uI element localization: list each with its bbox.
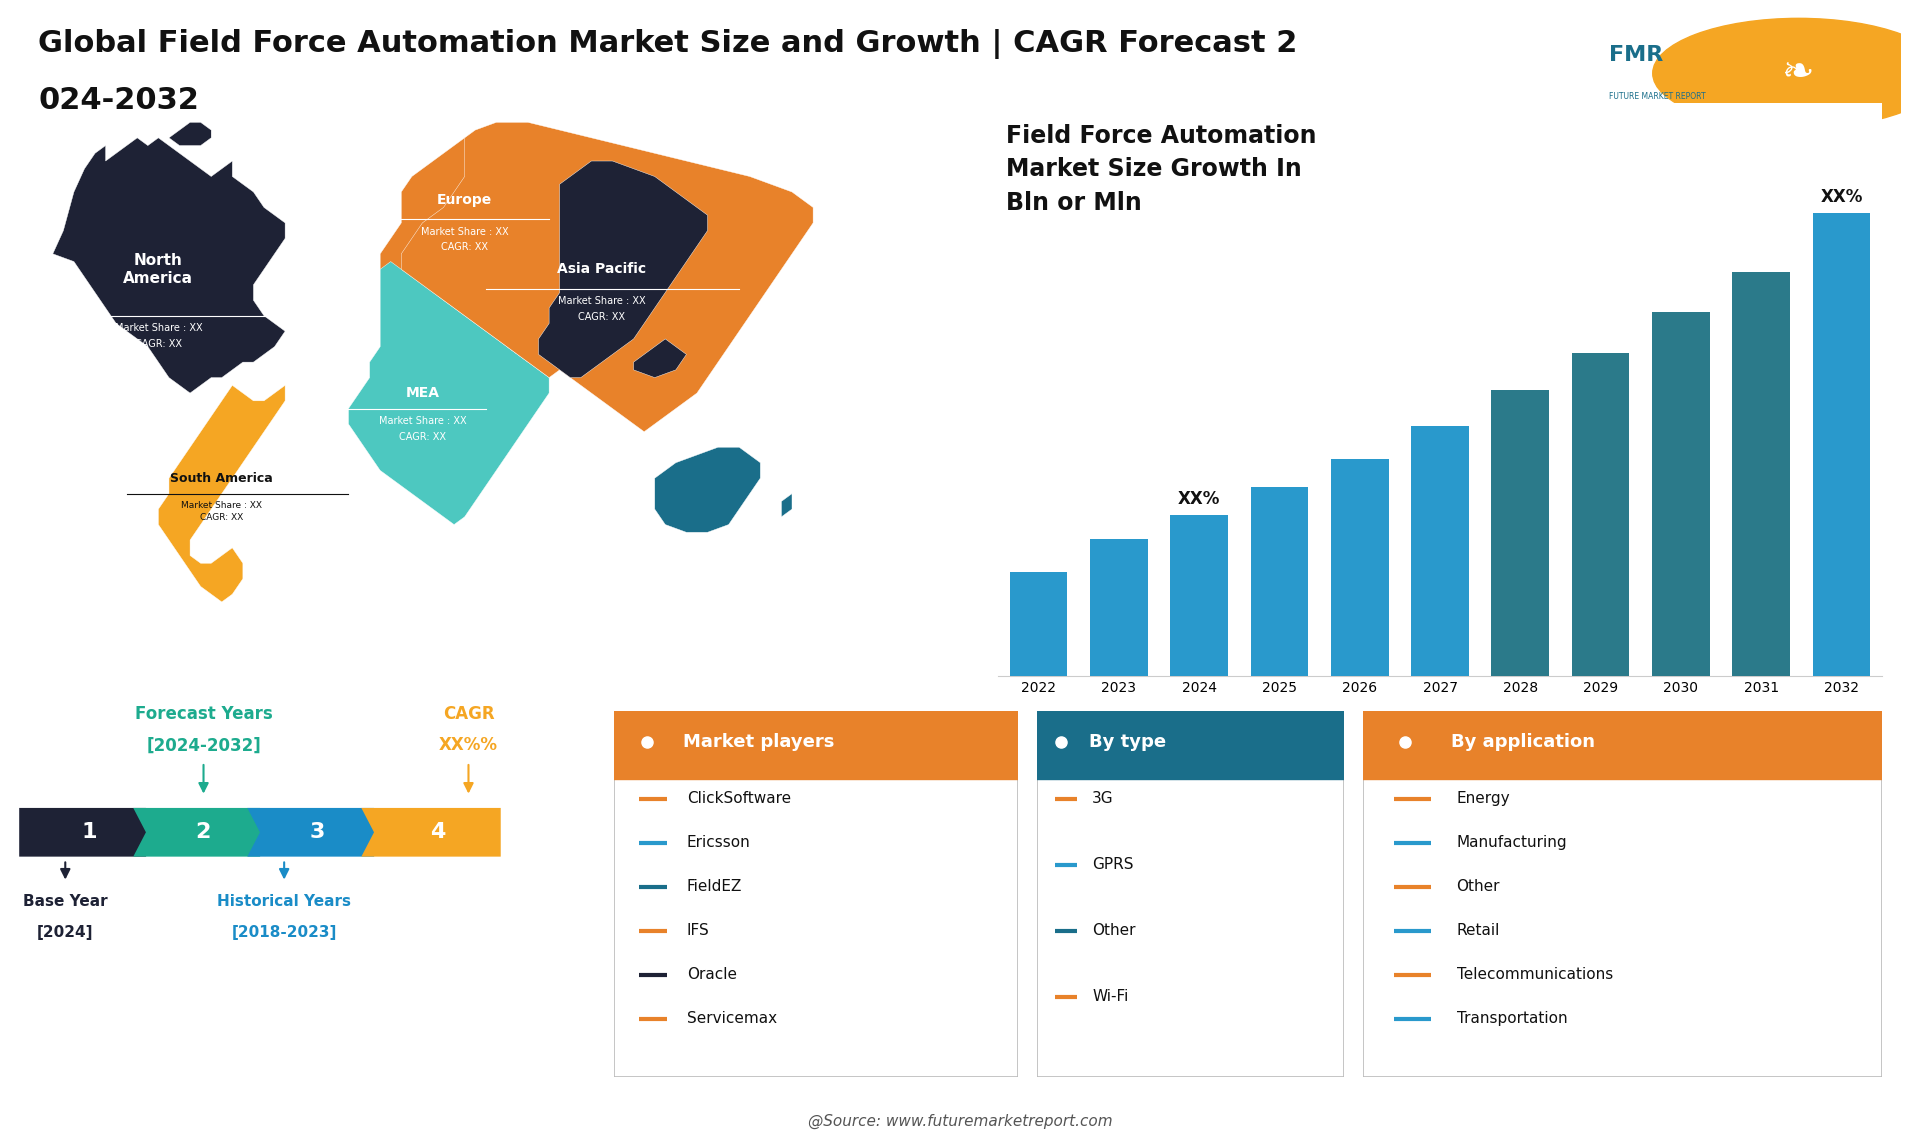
Text: Market Share : XX: Market Share : XX xyxy=(420,227,509,237)
Text: By application: By application xyxy=(1452,732,1596,751)
Text: Ericsson: Ericsson xyxy=(687,835,751,850)
Text: ClickSoftware: ClickSoftware xyxy=(687,791,791,806)
Text: Market Share : XX: Market Share : XX xyxy=(378,416,467,426)
Polygon shape xyxy=(634,339,687,378)
Text: Wi-Fi: Wi-Fi xyxy=(1092,989,1129,1004)
Polygon shape xyxy=(781,494,791,517)
Text: FieldEZ: FieldEZ xyxy=(687,879,743,894)
Polygon shape xyxy=(169,123,211,146)
Text: Market Share : XX: Market Share : XX xyxy=(115,323,202,333)
Bar xyxy=(1010,572,1068,676)
Polygon shape xyxy=(19,808,159,857)
Text: XX%%: XX%% xyxy=(440,737,497,754)
Polygon shape xyxy=(361,808,501,857)
Polygon shape xyxy=(538,160,707,378)
Text: @Source: www.futuremarketreport.com: @Source: www.futuremarketreport.com xyxy=(808,1114,1112,1129)
Text: FUTURE MARKET REPORT: FUTURE MARKET REPORT xyxy=(1609,92,1705,101)
Text: ❧: ❧ xyxy=(1782,54,1814,93)
Bar xyxy=(1812,212,1870,676)
Text: CAGR: XX: CAGR: XX xyxy=(578,312,626,322)
Text: CAGR: CAGR xyxy=(444,705,493,723)
Circle shape xyxy=(1653,18,1920,128)
Text: [2018-2023]: [2018-2023] xyxy=(232,926,336,941)
Text: South America: South America xyxy=(171,472,273,485)
Text: Manufacturing: Manufacturing xyxy=(1457,835,1567,850)
FancyBboxPatch shape xyxy=(1363,769,1882,1077)
Bar xyxy=(1651,312,1711,676)
Text: GPRS: GPRS xyxy=(1092,857,1133,872)
FancyBboxPatch shape xyxy=(1027,704,1354,780)
Bar xyxy=(1732,272,1789,676)
Text: Other: Other xyxy=(1457,879,1500,894)
Bar xyxy=(1411,426,1469,676)
Text: Asia Pacific: Asia Pacific xyxy=(557,262,647,276)
Text: Field Force Automation
Market Size Growth In
Bln or Mln: Field Force Automation Market Size Growt… xyxy=(1006,124,1317,215)
Text: FMR: FMR xyxy=(1609,46,1663,65)
Text: Forecast Years: Forecast Years xyxy=(134,705,273,723)
Text: 2: 2 xyxy=(196,823,211,842)
FancyBboxPatch shape xyxy=(1348,704,1897,780)
FancyBboxPatch shape xyxy=(614,769,1018,1077)
Text: 024-2032: 024-2032 xyxy=(38,86,200,115)
Text: CAGR: XX: CAGR: XX xyxy=(134,339,182,348)
Text: By type: By type xyxy=(1089,732,1165,751)
Text: [2024]: [2024] xyxy=(36,926,94,941)
Bar xyxy=(1492,390,1549,676)
Text: 4: 4 xyxy=(430,823,445,842)
Bar xyxy=(1331,460,1388,676)
Text: CAGR: XX: CAGR: XX xyxy=(200,513,244,521)
Polygon shape xyxy=(349,261,549,525)
Text: Europe: Europe xyxy=(438,193,492,206)
Polygon shape xyxy=(401,123,814,432)
Text: Telecommunications: Telecommunications xyxy=(1457,967,1613,982)
Text: 3: 3 xyxy=(309,823,324,842)
Bar xyxy=(1250,487,1308,676)
Text: Servicemax: Servicemax xyxy=(687,1011,778,1026)
Bar xyxy=(1169,515,1229,676)
Polygon shape xyxy=(132,808,273,857)
Text: Historical Years: Historical Years xyxy=(217,894,351,909)
Text: Oracle: Oracle xyxy=(687,967,737,982)
Text: Retail: Retail xyxy=(1457,923,1500,939)
Text: Market players: Market players xyxy=(684,732,835,751)
Text: XX%: XX% xyxy=(1820,188,1862,206)
Text: XX%: XX% xyxy=(1179,490,1221,509)
Text: Energy: Energy xyxy=(1457,791,1511,806)
Polygon shape xyxy=(248,808,386,857)
Polygon shape xyxy=(507,315,570,362)
Text: IFS: IFS xyxy=(687,923,710,939)
Text: 1: 1 xyxy=(81,823,96,842)
Text: Other: Other xyxy=(1092,923,1135,939)
Text: CAGR: XX: CAGR: XX xyxy=(442,242,488,252)
FancyBboxPatch shape xyxy=(1037,769,1344,1077)
Text: Transportation: Transportation xyxy=(1457,1011,1567,1026)
Bar xyxy=(1572,353,1630,676)
Polygon shape xyxy=(380,138,570,300)
Polygon shape xyxy=(54,138,284,393)
Bar xyxy=(1091,539,1148,676)
Text: Market Share : XX: Market Share : XX xyxy=(180,502,263,510)
Text: 3G: 3G xyxy=(1092,791,1114,806)
Polygon shape xyxy=(655,447,760,532)
Polygon shape xyxy=(157,385,284,602)
Text: CAGR: XX: CAGR: XX xyxy=(399,432,445,441)
Text: North
America: North America xyxy=(123,253,194,285)
Text: MEA: MEA xyxy=(405,386,440,400)
Text: Market Share : XX: Market Share : XX xyxy=(559,297,645,306)
FancyBboxPatch shape xyxy=(603,704,1029,780)
Text: Base Year: Base Year xyxy=(23,894,108,909)
Text: Global Field Force Automation Market Size and Growth | CAGR Forecast 2: Global Field Force Automation Market Siz… xyxy=(38,29,1298,58)
Text: [2024-2032]: [2024-2032] xyxy=(146,737,261,754)
